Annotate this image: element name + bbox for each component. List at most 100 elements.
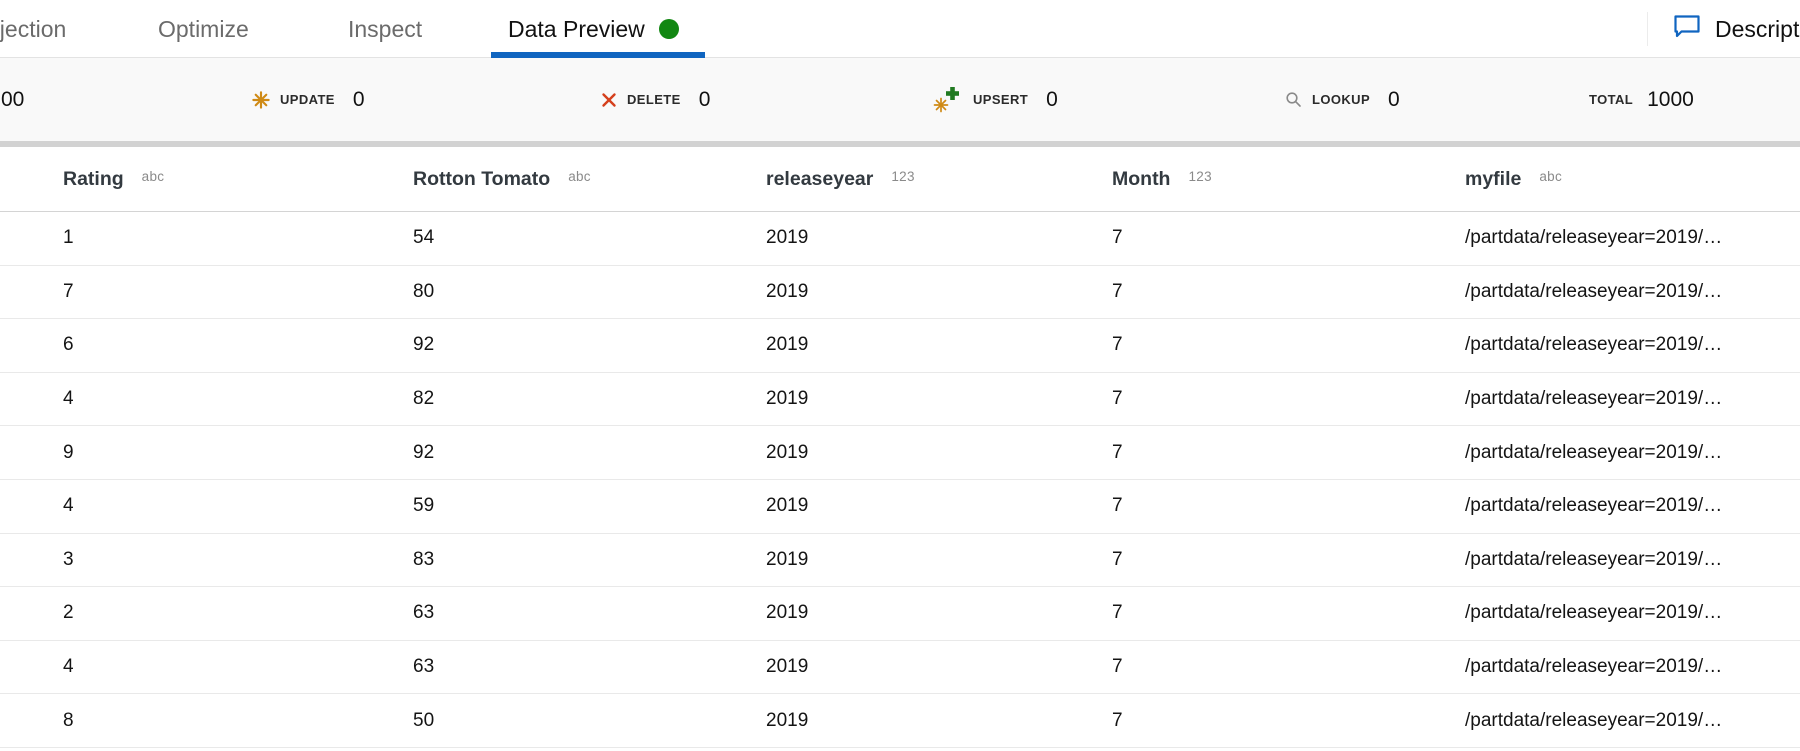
cell-rotton-tomato[interactable]: 80 — [413, 280, 435, 302]
cell-month[interactable]: 7 — [1112, 227, 1123, 249]
cell-myfile[interactable]: /partdata/releaseyear=2019/… — [1465, 388, 1723, 410]
tab-label: Optimize — [158, 15, 249, 42]
cell-rating[interactable]: 1 — [63, 227, 74, 249]
column-header-rotton-tomato[interactable]: Rotton Tomato abc — [413, 168, 766, 191]
stat-upsert: UPSERT 0 — [933, 58, 1058, 141]
cell-month[interactable]: 7 — [1112, 656, 1123, 678]
stat-update: UPDATE 0 — [252, 58, 365, 141]
cell-month[interactable]: 7 — [1112, 709, 1123, 731]
table-row[interactable]: 3 83 2019 7 /partdata/releaseyear=2019/… — [0, 533, 1800, 588]
stat-label: LOOKUP — [1312, 92, 1371, 107]
cell-releaseyear[interactable]: 2019 — [766, 388, 809, 410]
column-name: Rating — [63, 167, 124, 190]
cell-rating[interactable]: 6 — [63, 334, 74, 356]
stat-value: 0 — [1388, 87, 1400, 111]
table-row[interactable]: 9 92 2019 7 /partdata/releaseyear=2019/… — [0, 426, 1800, 480]
table-row[interactable]: 8 50 2019 7 /partdata/releaseyear=2019/… — [0, 694, 1800, 748]
cell-rating[interactable]: 9 — [63, 441, 74, 463]
table-row[interactable]: 6 92 2019 7 /partdata/releaseyear=2019/… — [0, 319, 1800, 373]
table-body: 1 54 2019 7 /partdata/releaseyear=2019/…… — [0, 212, 1800, 748]
column-header-myfile[interactable]: myfile abc — [1465, 168, 1800, 191]
cell-myfile[interactable]: /partdata/releaseyear=2019/… — [1465, 656, 1723, 678]
cell-rotton-tomato[interactable]: 83 — [413, 548, 435, 570]
cell-myfile[interactable]: /partdata/releaseyear=2019/… — [1465, 227, 1723, 249]
column-name: releaseyear — [766, 167, 874, 190]
cell-rotton-tomato[interactable]: 82 — [413, 388, 435, 410]
column-type-badge: 123 — [891, 168, 915, 184]
column-type-badge: abc — [141, 168, 165, 184]
cell-myfile[interactable]: /partdata/releaseyear=2019/… — [1465, 709, 1723, 731]
cell-releaseyear[interactable]: 2019 — [766, 548, 809, 570]
cell-rotton-tomato[interactable]: 63 — [413, 602, 435, 624]
cell-releaseyear[interactable]: 2019 — [766, 495, 809, 517]
cell-rating[interactable]: 4 — [63, 656, 74, 678]
cell-rotton-tomato[interactable]: 63 — [413, 656, 435, 678]
column-header-month[interactable]: Month 123 — [1112, 168, 1465, 191]
column-header-releaseyear[interactable]: releaseyear 123 — [766, 168, 1112, 191]
stat-lookup: LOOKUP 0 — [1285, 58, 1400, 141]
cell-rotton-tomato[interactable]: 54 — [413, 227, 435, 249]
cell-rating[interactable]: 3 — [63, 548, 74, 570]
cell-month[interactable]: 7 — [1112, 602, 1123, 624]
column-type-badge: abc — [1539, 168, 1563, 184]
preview-ready-dot-icon — [658, 19, 679, 39]
cell-releaseyear[interactable]: 2019 — [766, 441, 809, 463]
cell-releaseyear[interactable]: 2019 — [766, 602, 809, 624]
cell-rotton-tomato[interactable]: 59 — [413, 495, 435, 517]
tab-label: Projection — [0, 15, 67, 42]
tab-inspect[interactable]: Inspect — [348, 0, 422, 58]
lookup-magnifier-icon — [1285, 91, 1302, 108]
cell-rotton-tomato[interactable]: 92 — [413, 441, 435, 463]
cell-myfile[interactable]: /partdata/releaseyear=2019/… — [1465, 280, 1723, 302]
table-header-row: Rating abc Rotton Tomato abc releaseyear 12… — [0, 147, 1800, 212]
table-row[interactable]: 4 82 2019 7 /partdata/releaseyear=2019/… — [0, 372, 1800, 427]
cell-rating[interactable]: 7 — [63, 280, 74, 302]
stat-value: 0 — [698, 87, 711, 111]
stat-label: UPSERT — [973, 92, 1029, 107]
tab-optimize[interactable]: Optimize — [158, 0, 249, 58]
tab-bar: Projection Optimize Inspect Data Preview… — [0, 0, 1800, 58]
cell-month[interactable]: 7 — [1112, 495, 1123, 517]
table-row[interactable]: 4 63 2019 7 /partdata/releaseyear=2019/… — [0, 640, 1800, 695]
cell-rotton-tomato[interactable]: 92 — [413, 334, 435, 356]
cell-releaseyear[interactable]: 2019 — [766, 227, 809, 249]
table-row[interactable]: 7 80 2019 7 /partdata/releaseyear=2019/… — [0, 265, 1800, 320]
upsert-asterisk-plus-icon — [933, 85, 963, 115]
cell-month[interactable]: 7 — [1112, 334, 1123, 356]
stat-delete: DELETE 0 — [601, 58, 710, 141]
comment-icon — [1673, 13, 1701, 45]
cell-myfile[interactable]: /partdata/releaseyear=2019/… — [1465, 441, 1723, 463]
tab-label: Inspect — [348, 15, 423, 42]
cell-month[interactable]: 7 — [1112, 280, 1123, 302]
cell-month[interactable]: 7 — [1112, 441, 1123, 463]
cell-myfile[interactable]: /partdata/releaseyear=2019/… — [1465, 548, 1723, 570]
tabbar-separator — [1647, 12, 1648, 46]
cell-month[interactable]: 7 — [1112, 388, 1123, 410]
cell-rating[interactable]: 4 — [63, 388, 74, 410]
cell-rating[interactable]: 8 — [63, 709, 74, 731]
table-row[interactable]: 1 54 2019 7 /partdata/releaseyear=2019/… — [0, 212, 1800, 266]
cell-releaseyear[interactable]: 2019 — [766, 280, 809, 302]
cell-myfile[interactable]: /partdata/releaseyear=2019/… — [1465, 602, 1723, 624]
cell-rotton-tomato[interactable]: 50 — [413, 709, 435, 731]
description-button[interactable]: Description — [1673, 0, 1800, 58]
stat-label: TOTAL — [1589, 92, 1634, 107]
cell-releaseyear[interactable]: 2019 — [766, 709, 809, 731]
tab-data-preview[interactable]: Data Preview — [508, 0, 679, 58]
cell-myfile[interactable]: /partdata/releaseyear=2019/… — [1465, 334, 1723, 356]
cell-rating[interactable]: 2 — [63, 602, 74, 624]
table-row[interactable]: 4 59 2019 7 /partdata/releaseyear=2019/… — [0, 479, 1800, 534]
cell-rating[interactable]: 4 — [63, 495, 74, 517]
cell-releaseyear[interactable]: 2019 — [766, 656, 809, 678]
preview-stats-bar: 0 0 UPDATE 0 DELETE 0 — [0, 58, 1800, 147]
stat-value: 0 — [352, 87, 365, 111]
stat-value: 0 — [1046, 87, 1058, 111]
active-tab-underline — [491, 52, 705, 58]
stat-total: TOTAL 1000 — [1589, 58, 1694, 141]
tab-projection[interactable]: Projection — [0, 0, 66, 58]
column-header-rating[interactable]: Rating abc — [63, 168, 413, 191]
cell-releaseyear[interactable]: 2019 — [766, 334, 809, 356]
cell-myfile[interactable]: /partdata/releaseyear=2019/… — [1465, 495, 1723, 517]
cell-month[interactable]: 7 — [1112, 548, 1123, 570]
table-row[interactable]: 2 63 2019 7 /partdata/releaseyear=2019/… — [0, 587, 1800, 641]
